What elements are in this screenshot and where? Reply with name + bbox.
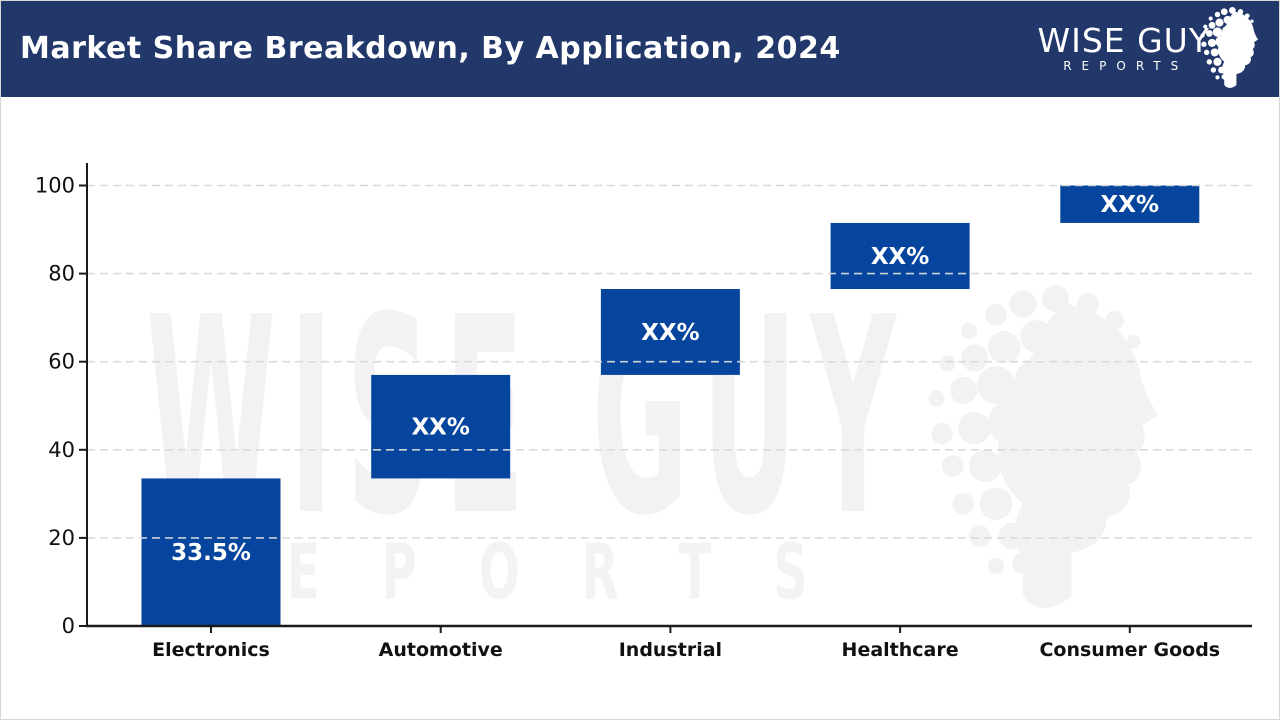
y-tick-label-100: 100 [35,174,75,198]
category-label-automotive: Automotive [379,639,503,661]
bar-value-label-industrial: XX% [641,320,700,346]
bars-layer [141,185,1200,626]
category-label-industrial: Industrial [619,639,722,661]
category-label-healthcare: Healthcare [842,639,959,661]
bar-healthcare [830,222,970,290]
wiseguy-logo: WISE GUY REPORTS [1037,0,1266,97]
logo-subtitle: REPORTS [1063,59,1189,74]
bar-value-label-electronics: 33.5% [171,540,251,566]
category-label-electronics: Electronics [152,639,270,661]
page-title: Market Share Breakdown, By Application, … [20,31,841,66]
y-tick-label-60: 60 [48,350,75,374]
category-label-consumer-goods: Consumer Goods [1039,639,1220,661]
axes-layer: 0 20 40 60 80 100 Electronics Automotive Industr… [35,163,1252,661]
bar-automotive [371,374,511,479]
header-bar: Market Share Breakdown, By Application, … [0,0,1280,97]
bar-electronics [141,478,281,626]
bar-labels-layer: 33.5% XX% XX% XX% XX% [171,192,1159,566]
bar-industrial [600,289,740,375]
bar-consumer-goods [1060,185,1200,223]
y-tick-label-40: 40 [48,438,75,462]
bar-value-label-consumer-goods: XX% [1101,192,1160,218]
y-tick-label-80: 80 [48,262,75,286]
y-tick-label-20: 20 [48,526,75,550]
bar-value-label-healthcare: XX% [871,244,930,270]
bar-value-label-automotive: XX% [411,415,470,441]
y-tick-label-0: 0 [62,614,75,638]
logo-wordmark: WISE GUY [1037,20,1210,60]
